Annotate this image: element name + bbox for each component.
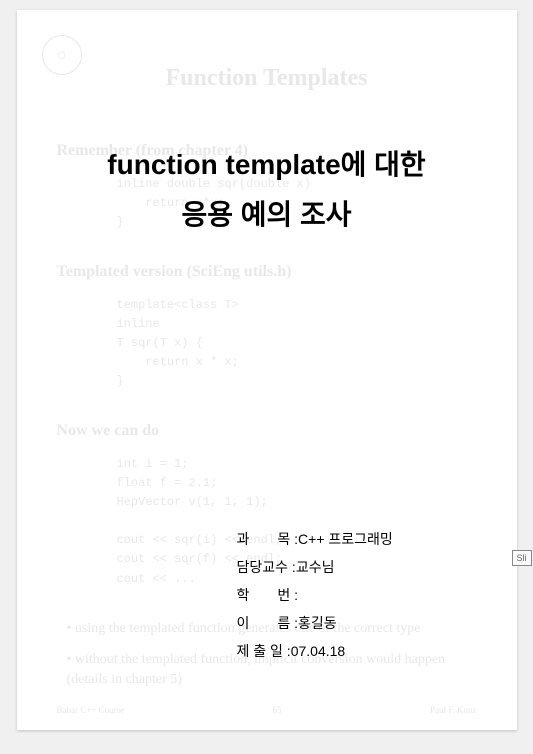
prof-label: 담당교수 : <box>237 553 296 581</box>
bg-templated-heading: Templated version (SciEng utils.h) <box>57 263 477 281</box>
bg-templated-section: Templated version (SciEng utils.h) templ… <box>57 263 477 392</box>
info-block: 과 목 : C++ 프로그래밍 담당교수 : 교수님 학 번 : 이 름 : 홍… <box>237 525 393 665</box>
course-label: 과 목 : <box>237 525 299 553</box>
prof-value: 교수님 <box>296 553 335 581</box>
footer: Babar C++ Course 65 Paul F. Kunz <box>57 705 477 715</box>
info-professor: 담당교수 : 교수님 <box>237 553 393 581</box>
main-title-line1: function template에 대한 <box>17 140 517 190</box>
info-name: 이 름 : 홍길동 <box>237 609 393 637</box>
main-title: function template에 대한 응용 예의 조사 <box>17 140 517 241</box>
info-date: 제 출 일 : 07.04.18 <box>237 637 393 665</box>
background-title: Function Templates <box>57 65 477 92</box>
footer-right: Paul F. Kunz <box>430 705 477 715</box>
info-course: 과 목 : C++ 프로그래밍 <box>237 525 393 553</box>
logo-icon: ◯ <box>42 35 82 75</box>
main-title-line2: 응용 예의 조사 <box>17 190 517 240</box>
footer-left: Babar C++ Course <box>57 705 125 715</box>
info-dept: 학 번 : <box>237 581 393 609</box>
document-page: ◯ Function Templates function template에 … <box>17 10 517 730</box>
name-value: 홍길동 <box>298 609 337 637</box>
footer-center: 65 <box>273 705 282 715</box>
side-tab: Sli <box>512 550 532 566</box>
date-label: 제 출 일 : <box>237 637 291 665</box>
name-label: 이 름 : <box>237 609 299 637</box>
date-value: 07.04.18 <box>291 637 346 665</box>
bg-now-heading: Now we can do <box>57 422 477 440</box>
dept-label: 학 번 : <box>237 581 299 609</box>
bg-templated-code: template<class T> inline T sqr(T x) { re… <box>117 296 477 392</box>
course-value: C++ 프로그래밍 <box>298 525 393 553</box>
